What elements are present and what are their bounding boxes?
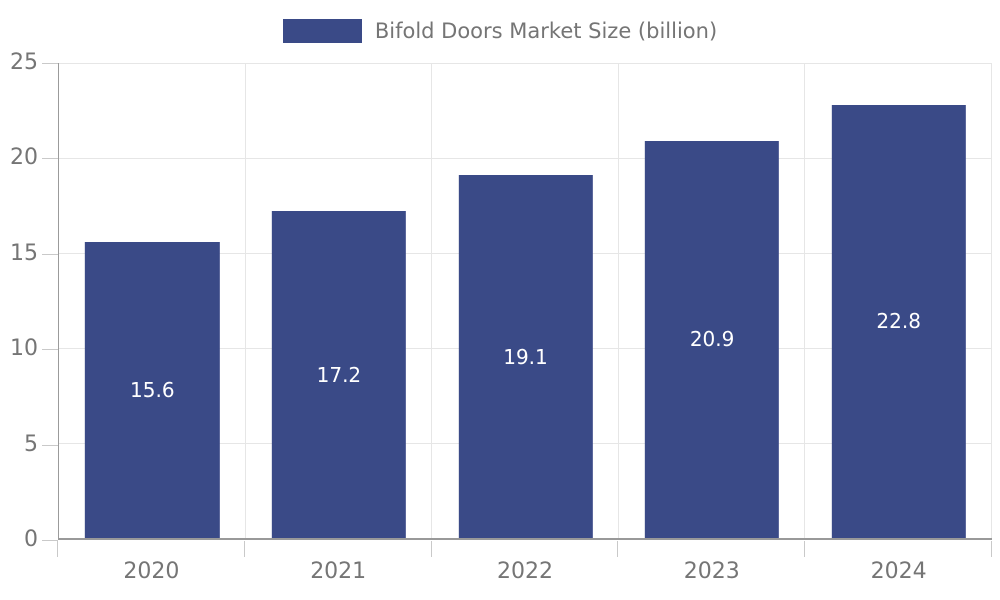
gridline-horizontal [59,63,992,64]
bar-value-label: 22.8 [876,309,921,334]
bar-value-label: 20.9 [689,327,735,352]
y-tick-mark [42,63,58,64]
x-tick-label-2023: 2023 [683,559,740,584]
bar-2024[interactable]: 22.8 [831,104,966,538]
x-tick-mark [804,541,806,557]
gridline-vertical [617,63,619,538]
x-tick-mark [991,541,992,557]
legend[interactable]: Bifold Doors Market Size (billion) [0,17,1000,45]
y-tick-mark [42,444,58,446]
y-tick-label: 0 [24,527,38,552]
x-axis-labels: 2020 2021 2022 2023 2024 [58,556,992,586]
y-tick-mark [42,540,58,541]
x-tick-mark [430,541,432,557]
bar-2021[interactable]: 17.2 [271,211,407,538]
legend-label: Bifold Doors Market Size (billion) [374,19,718,43]
x-tick-label-2021: 2021 [310,559,367,584]
y-axis-labels: 0 5 10 15 20 25 [0,50,38,552]
plot-area: 15.6 17.2 19.1 20.9 22.8 [58,63,992,540]
bar-2020[interactable]: 15.6 [85,241,220,538]
bar-value-label: 15.6 [130,377,175,402]
x-tick-mark [243,541,245,557]
x-tick-mark [617,541,619,557]
gridline-vertical [244,63,246,538]
bar-2022[interactable]: 19.1 [458,175,593,538]
gridline-vertical [431,63,433,538]
x-tick-label-2022: 2022 [497,559,553,584]
y-tick-label: 25 [10,50,38,75]
x-tick-mark [57,541,58,557]
gridline-vertical [991,63,992,538]
bar-value-label: 17.2 [316,362,362,387]
y-tick-label: 20 [10,145,38,171]
y-tick-label: 10 [10,336,38,362]
x-tick-label-2024: 2024 [870,559,927,584]
y-tick-mark [42,158,58,160]
y-tick-label: 15 [10,240,38,266]
gridline-vertical [804,63,806,538]
gridline-horizontal [59,158,992,159]
bar-2023[interactable]: 20.9 [644,140,780,538]
y-tick-mark [42,253,58,255]
legend-swatch [282,19,362,43]
bar-value-label: 19.1 [503,344,548,369]
y-axis-ticks [42,63,58,541]
x-tick-label-2020: 2020 [123,559,180,584]
y-tick-label: 5 [24,431,38,457]
y-tick-mark [42,349,58,351]
x-axis-ticks [57,541,992,557]
